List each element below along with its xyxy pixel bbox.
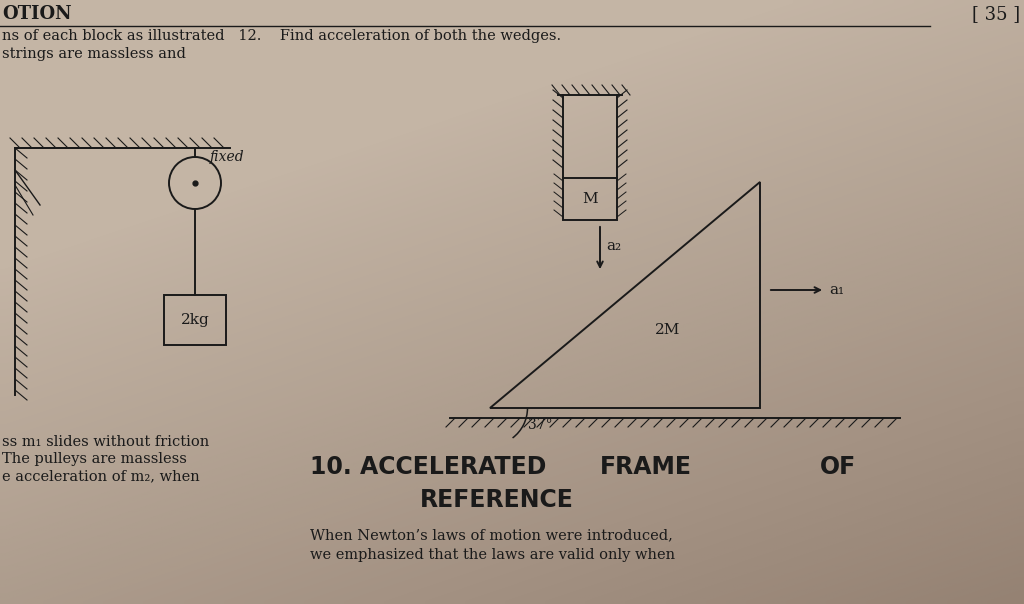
- Text: OTION: OTION: [2, 5, 72, 23]
- Text: ss m₁ slides without friction: ss m₁ slides without friction: [2, 435, 209, 449]
- Text: The pulleys are massless: The pulleys are massless: [2, 452, 186, 466]
- Text: M: M: [583, 192, 598, 206]
- Text: OF: OF: [820, 455, 856, 479]
- Text: e acceleration of m₂, when: e acceleration of m₂, when: [2, 469, 200, 483]
- Text: [ 35 ]: [ 35 ]: [972, 5, 1020, 23]
- Text: REFERENCE: REFERENCE: [420, 488, 573, 512]
- Text: strings are massless and: strings are massless and: [2, 47, 186, 61]
- Text: 10. ACCELERATED: 10. ACCELERATED: [310, 455, 547, 479]
- Text: FRAME: FRAME: [600, 455, 692, 479]
- Text: 2kg: 2kg: [180, 313, 209, 327]
- Text: When Newton’s laws of motion were introduced,: When Newton’s laws of motion were introd…: [310, 528, 673, 542]
- Text: ns of each block as illustrated   12.    Find acceleration of both the wedges.: ns of each block as illustrated 12. Find…: [2, 29, 561, 43]
- Text: 37°: 37°: [528, 418, 553, 432]
- Text: fixed: fixed: [210, 150, 245, 164]
- Text: a₁: a₁: [829, 283, 844, 297]
- Text: a₂: a₂: [606, 239, 622, 253]
- Text: 2M: 2M: [655, 323, 681, 337]
- Text: we emphasized that the laws are valid only when: we emphasized that the laws are valid on…: [310, 548, 675, 562]
